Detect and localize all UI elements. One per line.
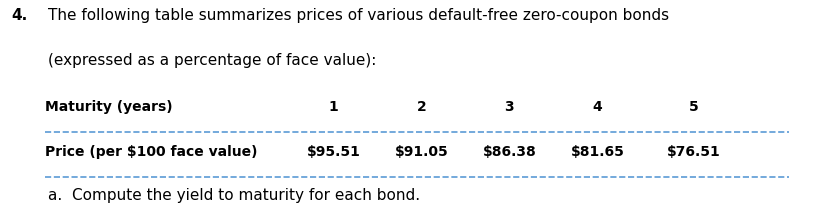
Text: The following table summarizes prices of various default-free zero-coupon bonds: The following table summarizes prices of… <box>48 7 669 22</box>
Text: a.  Compute the yield to maturity for each bond.: a. Compute the yield to maturity for eac… <box>48 188 420 203</box>
Text: Price (per $100 face value): Price (per $100 face value) <box>45 145 258 159</box>
Text: 3: 3 <box>504 100 514 114</box>
Text: $95.51: $95.51 <box>306 145 360 159</box>
Text: (expressed as a percentage of face value):: (expressed as a percentage of face value… <box>48 53 376 68</box>
Text: 2: 2 <box>416 100 426 114</box>
Text: 5: 5 <box>689 100 698 114</box>
Text: 4.: 4. <box>11 7 27 22</box>
Text: 1: 1 <box>328 100 338 114</box>
Text: Maturity (years): Maturity (years) <box>45 100 173 114</box>
Text: $76.51: $76.51 <box>667 145 720 159</box>
Text: 4: 4 <box>593 100 602 114</box>
Text: $86.38: $86.38 <box>482 145 537 159</box>
Text: $91.05: $91.05 <box>394 145 449 159</box>
Text: $81.65: $81.65 <box>570 145 625 159</box>
